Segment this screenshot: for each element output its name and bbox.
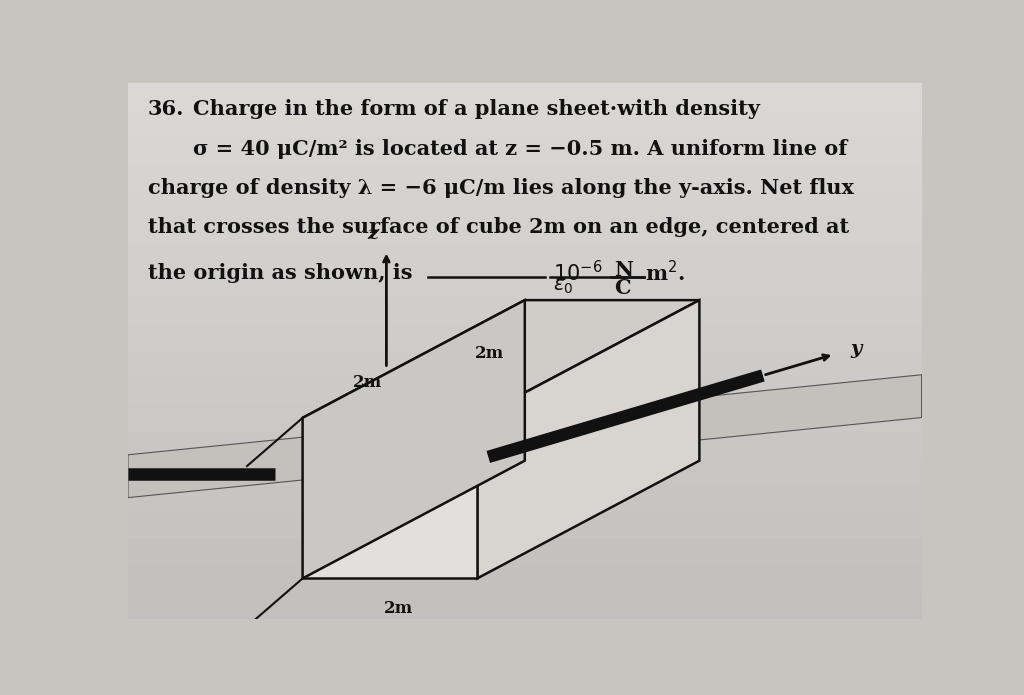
- Polygon shape: [128, 375, 922, 498]
- Text: $\epsilon_0$: $\epsilon_0$: [553, 278, 572, 297]
- Bar: [128, 270, 922, 297]
- Text: 2m: 2m: [353, 374, 382, 391]
- Bar: [128, 110, 922, 137]
- Text: the origin as shown, is: the origin as shown, is: [147, 263, 413, 283]
- Bar: [128, 244, 922, 270]
- Bar: [128, 565, 922, 592]
- Bar: [128, 485, 922, 512]
- Text: z: z: [368, 224, 379, 243]
- Bar: [128, 377, 922, 404]
- Bar: [128, 190, 922, 217]
- Bar: [128, 431, 922, 458]
- Bar: [128, 217, 922, 244]
- Text: N: N: [613, 260, 633, 280]
- Text: Charge in the form of a plane sheet·with density: Charge in the form of a plane sheet·with…: [194, 99, 760, 120]
- Bar: [128, 538, 922, 565]
- Text: charge of density λ = −6 μC/m lies along the y-axis. Net flux: charge of density λ = −6 μC/m lies along…: [147, 178, 854, 197]
- Bar: [128, 163, 922, 190]
- Text: 36.: 36.: [147, 99, 184, 120]
- Text: 2m: 2m: [475, 345, 505, 361]
- Bar: [128, 351, 922, 377]
- Bar: [128, 83, 922, 110]
- Bar: [128, 137, 922, 163]
- Bar: [128, 324, 922, 351]
- Polygon shape: [303, 418, 477, 578]
- Text: C: C: [613, 278, 631, 298]
- Bar: [128, 512, 922, 538]
- Bar: [128, 458, 922, 485]
- Bar: [128, 404, 922, 431]
- Text: σ = 40 μC/m² is located at z = −0.5 m. A uniform line of: σ = 40 μC/m² is located at z = −0.5 m. A…: [194, 138, 847, 158]
- Text: m$^2$.: m$^2$.: [645, 260, 685, 285]
- Bar: [128, 297, 922, 324]
- Bar: [128, 592, 922, 619]
- Text: y: y: [850, 340, 861, 358]
- Text: that crosses the surface of cube 2m on an edge, centered at: that crosses the surface of cube 2m on a…: [147, 217, 849, 237]
- Polygon shape: [303, 300, 524, 578]
- Polygon shape: [477, 300, 699, 578]
- Text: $10^{-6}$: $10^{-6}$: [553, 260, 602, 285]
- Text: 2m: 2m: [384, 600, 414, 617]
- Polygon shape: [303, 300, 699, 418]
